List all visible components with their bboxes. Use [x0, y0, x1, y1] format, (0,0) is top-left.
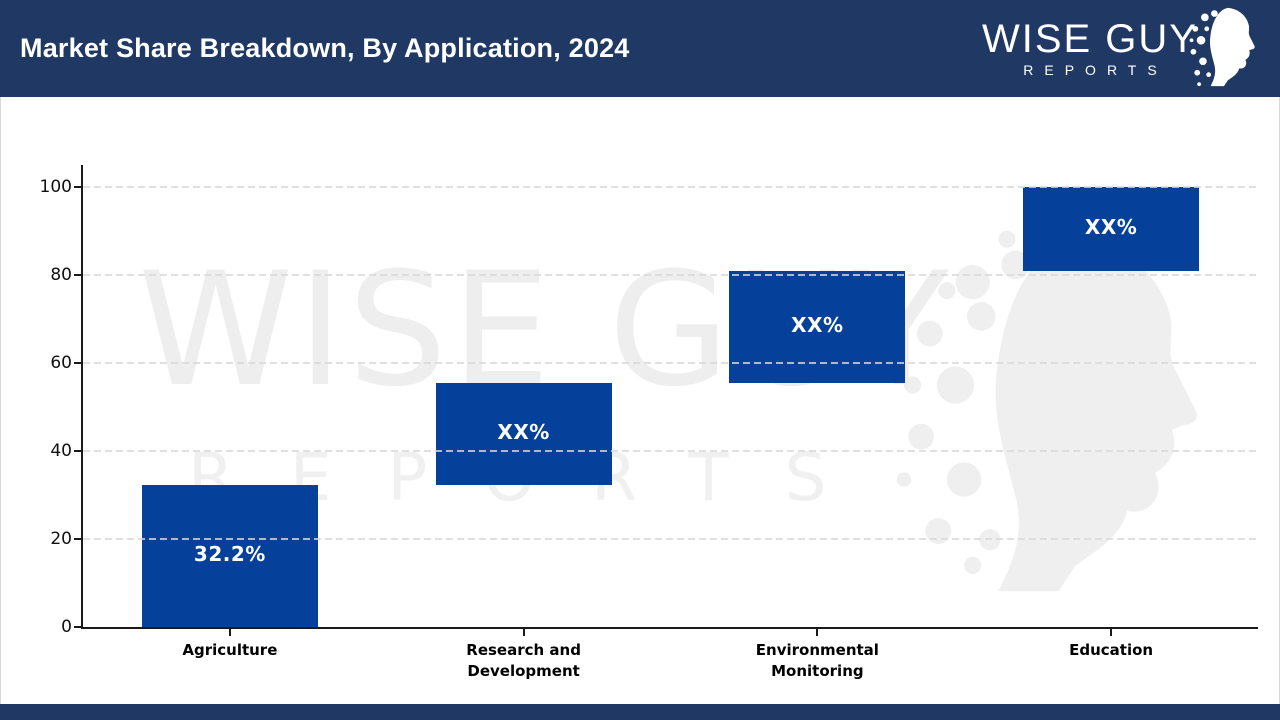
gridline-80: [83, 274, 1258, 276]
chart-title: Market Share Breakdown, By Application, …: [20, 33, 630, 63]
bar-research-and-development: [435, 382, 612, 486]
x-tick-environmental-monitoring: [816, 629, 819, 636]
bar-education: [1023, 187, 1200, 271]
bar-value-label-research-and-development: XX%: [497, 420, 550, 445]
y-tick-label-100: 100: [39, 177, 72, 197]
y-tick-label-20: 20: [50, 529, 72, 549]
category-label-environmental-monitoring: Environmental Monitoring: [755, 641, 879, 680]
bar-value-label-environmental-monitoring: XX%: [791, 312, 844, 337]
x-tick-education: [1110, 629, 1113, 636]
x-tick-agriculture: [228, 629, 231, 636]
y-tick-40: [74, 450, 82, 452]
y-tick-20: [74, 538, 82, 540]
brand-logo: WISE GUY REPORTS: [982, 6, 1262, 88]
footer-bar: [0, 704, 1280, 720]
gridline-60: [83, 362, 1258, 364]
bar-value-label-education: XX%: [1084, 214, 1138, 239]
brand-name: WISE GUY: [981, 16, 1198, 61]
gridline-20: [83, 538, 1258, 540]
dotted-head-icon: [1189, 7, 1255, 87]
y-tick-80: [74, 274, 82, 276]
x-tick-research-and-development: [522, 629, 525, 636]
bar-value-label-agriculture: 32.2%: [193, 542, 266, 567]
y-tick-label-60: 60: [50, 353, 72, 373]
gridline-40: [83, 450, 1258, 452]
y-tick-0: [74, 626, 82, 628]
x-axis-spine: [81, 627, 1258, 629]
y-tick-label-40: 40: [50, 441, 72, 461]
watermark-head-icon: [889, 230, 1197, 592]
category-label-education: Education: [1069, 641, 1154, 659]
header-bar: Market Share Breakdown, By Application, …: [0, 0, 1280, 97]
y-tick-label-0: 0: [61, 617, 72, 637]
y-tick-60: [74, 362, 82, 364]
brand-subtitle: REPORTS: [1023, 61, 1168, 78]
y-axis-spine: [81, 165, 83, 629]
y-tick-100: [74, 186, 82, 188]
brand-logo-text: WISE GUY REPORTS: [982, 17, 1198, 78]
category-label-research-and-development: Research and Development: [466, 641, 581, 680]
y-tick-label-80: 80: [50, 265, 72, 285]
bar-environmental-monitoring: [729, 270, 906, 383]
gridline-100: [83, 186, 1258, 188]
bar-agriculture: [141, 485, 318, 627]
category-label-agriculture: Agriculture: [182, 641, 278, 659]
